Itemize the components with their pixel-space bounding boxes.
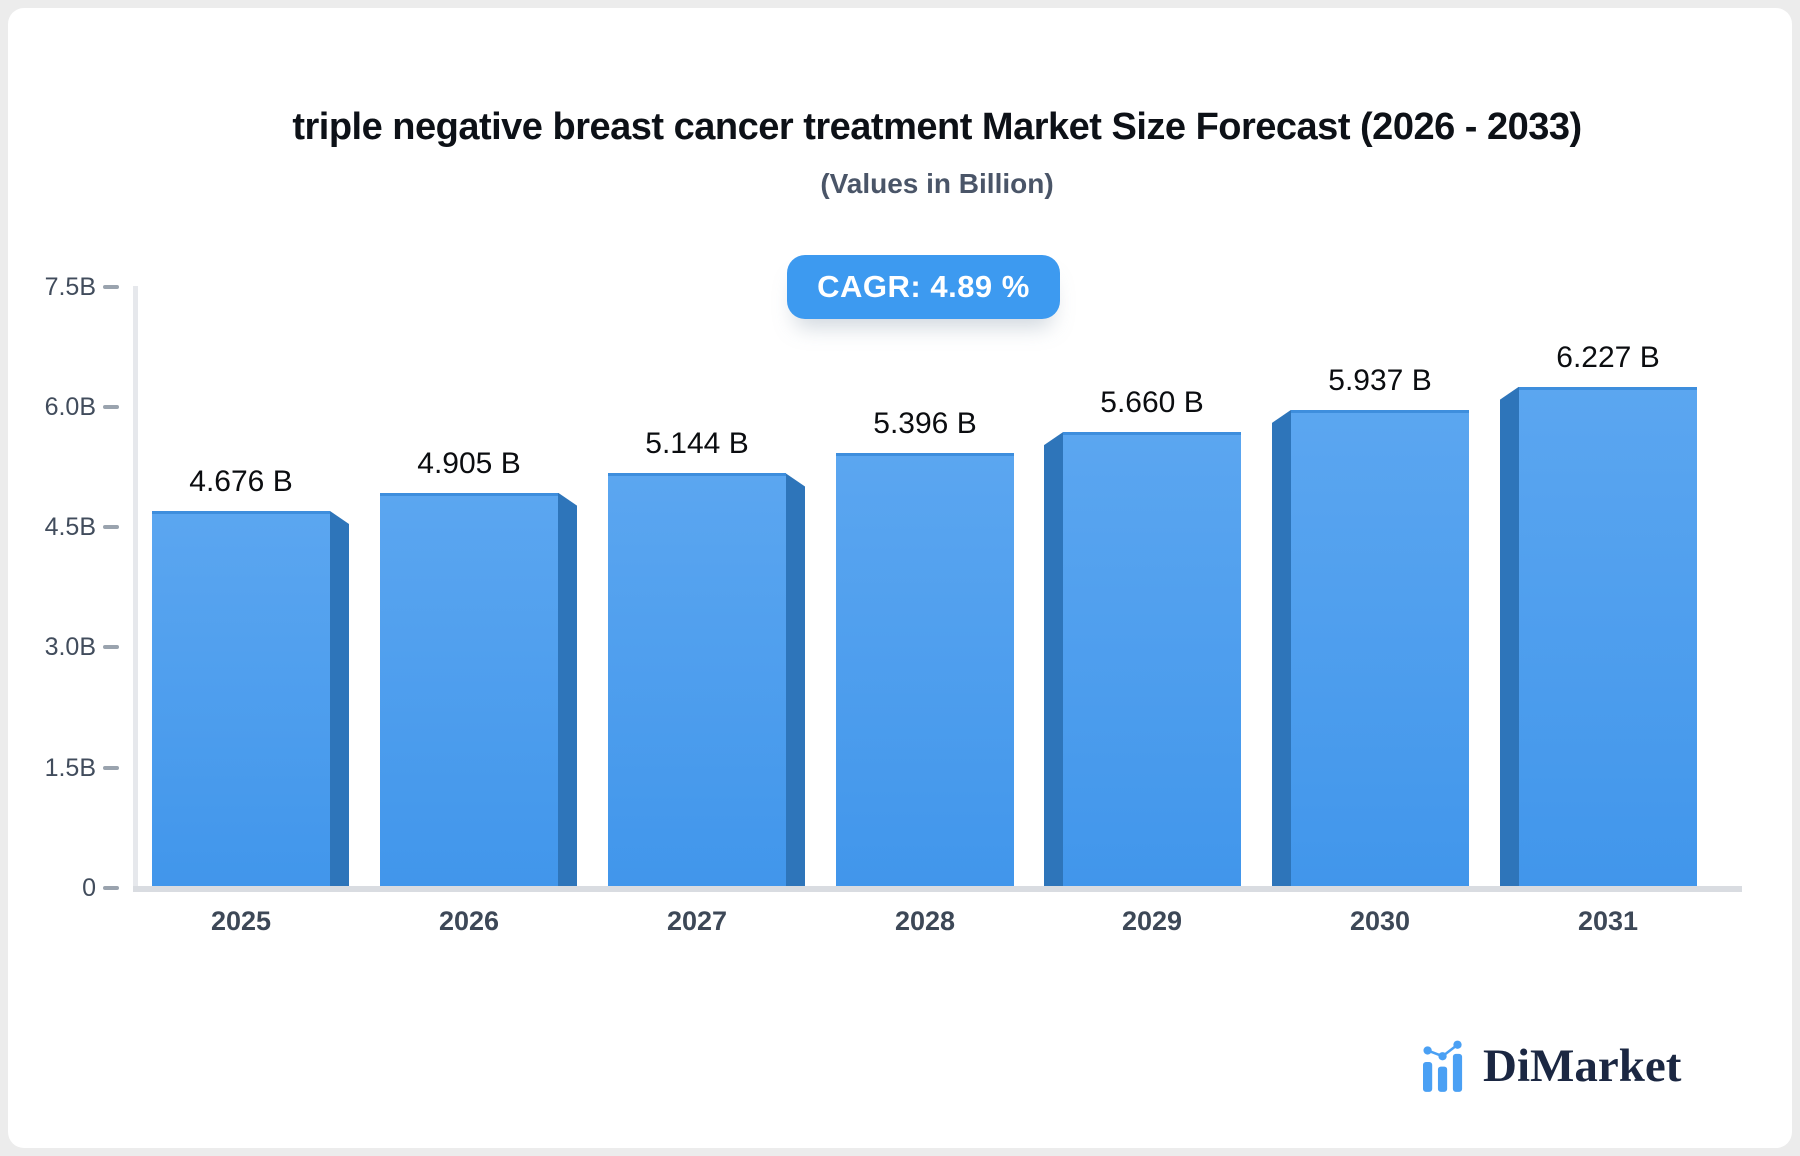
bar-side-face: [786, 473, 805, 886]
x-tick-label: 2025: [210, 906, 272, 936]
bar-side-face: [1272, 409, 1291, 886]
bar-2030: [1291, 409, 1469, 886]
bar-2026: [380, 492, 558, 886]
y-tick-label: 0: [82, 874, 96, 902]
x-tick-label: 2026: [438, 906, 500, 936]
y-tick-mark: [103, 284, 119, 289]
bar-2031: [1519, 386, 1697, 886]
y-tick-label: 1.5B: [44, 753, 96, 782]
bar-2028: [836, 453, 1014, 886]
bar-2027: [608, 473, 786, 886]
bar-2025: [152, 511, 330, 886]
y-tick-mark: [103, 765, 119, 770]
x-tick-label: 2028: [894, 906, 956, 936]
bar-side-face: [330, 511, 349, 886]
bar-side-face: [558, 492, 577, 886]
bar-value-label: 5.937 B: [1328, 363, 1432, 397]
x-tick-label: 2027: [666, 906, 728, 936]
x-tick-label: 2031: [1577, 906, 1639, 936]
bar-value-label: 5.660 B: [1100, 386, 1204, 420]
chart-subtitle: (Values in Billion): [820, 168, 1054, 199]
y-tick-mark: [103, 525, 119, 530]
chart-card: triple negative breast cancer treatment …: [8, 8, 1792, 1148]
x-tick-label: 2029: [1121, 906, 1183, 936]
chart-title: triple negative breast cancer treatment …: [292, 106, 1582, 148]
logo: DiMarket: [1423, 1040, 1681, 1092]
y-tick-label: 6.0B: [44, 392, 96, 421]
y-tick-mark: [103, 404, 119, 409]
bar-value-label: 5.396 B: [873, 407, 977, 441]
y-tick-label: 7.5B: [44, 272, 96, 301]
y-tick-label: 3.0B: [44, 633, 96, 662]
cagr-label: CAGR: 4.89 %: [817, 269, 1030, 304]
bar-side-face: [1500, 386, 1519, 886]
logo-text: DiMarket: [1483, 1040, 1682, 1092]
bar-value-label: 6.227 B: [1556, 340, 1660, 374]
x-tick-label: 2030: [1349, 906, 1411, 936]
bar-side-face: [1044, 432, 1063, 886]
y-tick-label: 4.5B: [44, 513, 96, 542]
bar-2029: [1063, 432, 1241, 886]
mini-bar-chart-icon: [1423, 1040, 1463, 1092]
x-axis-line: [133, 886, 1742, 892]
bar-value-label: 4.676 B: [189, 464, 293, 498]
cagr-badge: CAGR: 4.89 %: [787, 255, 1060, 319]
bar-value-label: 5.144 B: [645, 427, 749, 461]
bar-value-label: 4.905 B: [417, 446, 521, 480]
y-tick-mark: [103, 645, 119, 650]
y-axis-line: [133, 286, 138, 886]
y-tick-mark: [103, 886, 119, 890]
